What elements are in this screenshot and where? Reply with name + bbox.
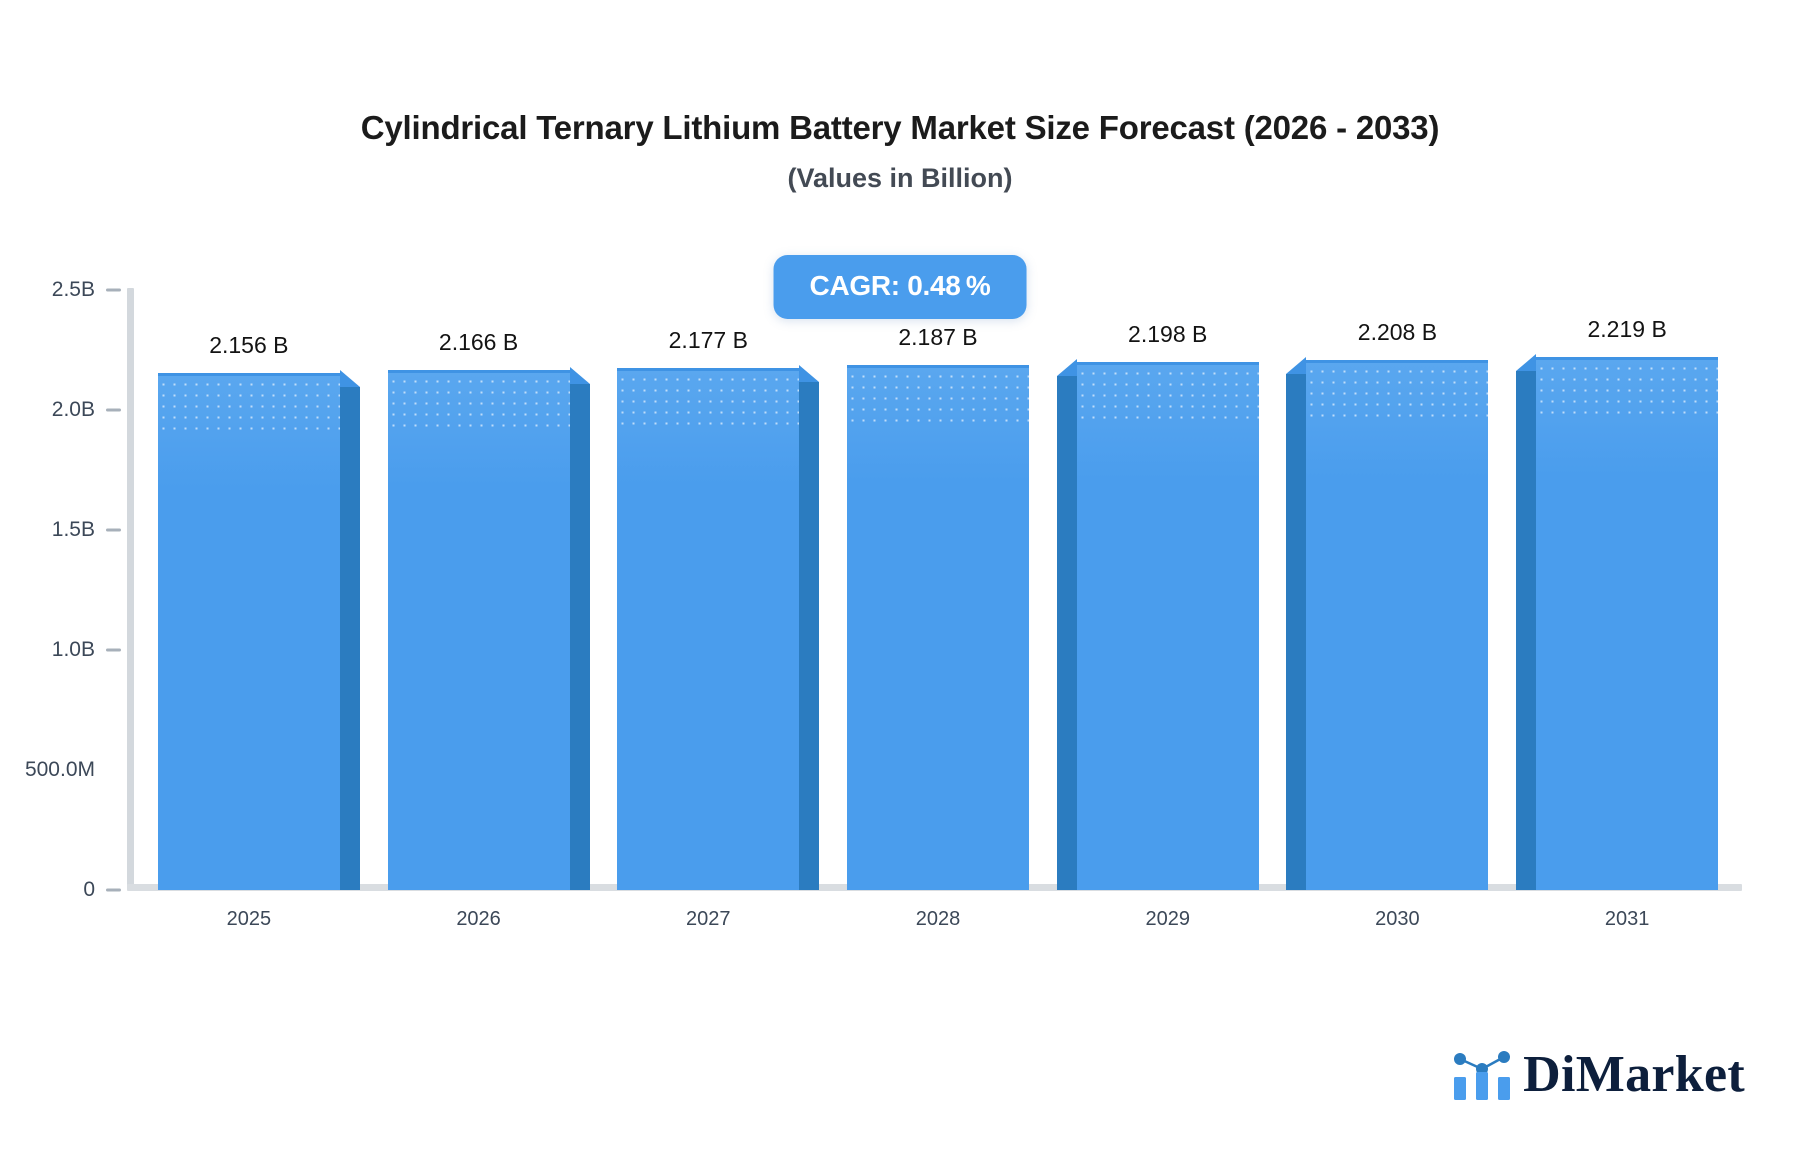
bar-column: 2.208 B — [1286, 319, 1489, 890]
title-block: Cylindrical Ternary Lithium Battery Mark… — [0, 108, 1800, 194]
chart-subtitle: (Values in Billion) — [787, 162, 1013, 193]
bar-side-top-cap — [339, 369, 360, 387]
page-title: Cylindrical Ternary Lithium Battery Mark… — [360, 109, 1440, 146]
bar-column: 2.198 B — [1056, 321, 1259, 890]
bar-column: 2.156 B — [157, 332, 360, 890]
bar-front-face — [1536, 357, 1719, 890]
x-axis-tick-label: 2028 — [915, 908, 961, 930]
bar-front-face — [387, 370, 570, 890]
y-axis-tick-mark — [106, 648, 121, 652]
bar-top-texture — [847, 371, 1029, 424]
bar-side-top-cap — [799, 364, 820, 382]
bar-value-label: 2.198 B — [1128, 321, 1208, 348]
bar-side-face — [339, 386, 360, 890]
y-axis-tick-mark — [106, 288, 121, 292]
logo-text: DiMarket — [1523, 1046, 1745, 1103]
x-axis-tick-label: 2027 — [686, 908, 731, 930]
bar-side-top-cap — [1056, 359, 1077, 377]
y-axis-tick-mark — [106, 408, 121, 412]
bar-chart-logo-icon — [1454, 1051, 1511, 1100]
bar-front-face — [1076, 362, 1259, 890]
y-axis-tick-label: 2.5B — [51, 278, 95, 301]
y-axis-tick-label: 1.5B — [51, 518, 95, 541]
bar-value-label: 2.177 B — [668, 326, 748, 353]
bar-value-label: 2.166 B — [438, 329, 519, 356]
y-axis-tick-mark — [106, 888, 121, 892]
dimarket-logo: DiMarket — [1453, 1049, 1745, 1101]
bar-side-face — [1286, 374, 1307, 890]
bar-side-face — [1056, 376, 1077, 890]
y-axis-line — [127, 288, 134, 890]
bar-column: 2.219 B — [1516, 316, 1719, 890]
y-axis-tick-label: 2.0B — [51, 398, 95, 421]
x-axis-tick-label: 2030 — [1375, 908, 1420, 930]
bar-top-texture — [387, 376, 570, 429]
bar-front-face — [617, 367, 800, 890]
y-axis-tick-label: 0 — [83, 878, 95, 901]
bar-side-top-cap — [569, 367, 590, 385]
bar-side-top-cap — [1516, 354, 1537, 372]
bar-side-face — [569, 384, 590, 890]
bar-top-texture — [1536, 363, 1719, 416]
bar-top-texture — [1306, 366, 1489, 419]
y-axis-tick-label: 500.0M — [24, 758, 95, 781]
x-axis-tick-label: 2031 — [1604, 908, 1650, 930]
bar-top-texture — [617, 373, 800, 426]
bar-column: 2.177 B — [617, 327, 820, 890]
bar-column: 2.166 B — [387, 329, 590, 890]
bar-value-label: 2.219 B — [1587, 316, 1667, 343]
bar-side-top-cap — [1286, 357, 1307, 375]
bar-side-face — [1516, 371, 1537, 890]
bar-column: 2.187 B — [847, 324, 1029, 890]
bar-top-texture — [157, 378, 340, 431]
bar-front-face — [157, 372, 340, 890]
x-axis-tick-label: 2025 — [226, 908, 272, 930]
x-axis-tick-label: 2029 — [1145, 908, 1190, 930]
x-axis-tick-label: 2026 — [456, 908, 501, 930]
bar-front-face — [847, 365, 1029, 890]
y-axis-tick-label: 1.0B — [51, 638, 95, 661]
bar-value-label: 2.208 B — [1357, 319, 1438, 346]
bar-front-face — [1306, 360, 1489, 890]
bar-value-label: 2.156 B — [209, 331, 289, 358]
bar-side-face — [799, 381, 820, 890]
bar-value-label: 2.187 B — [898, 324, 978, 351]
y-axis-tick-mark — [106, 528, 121, 532]
bar-top-texture — [1076, 368, 1259, 421]
cagr-badge: CAGR: 0.48 % — [773, 255, 1027, 319]
